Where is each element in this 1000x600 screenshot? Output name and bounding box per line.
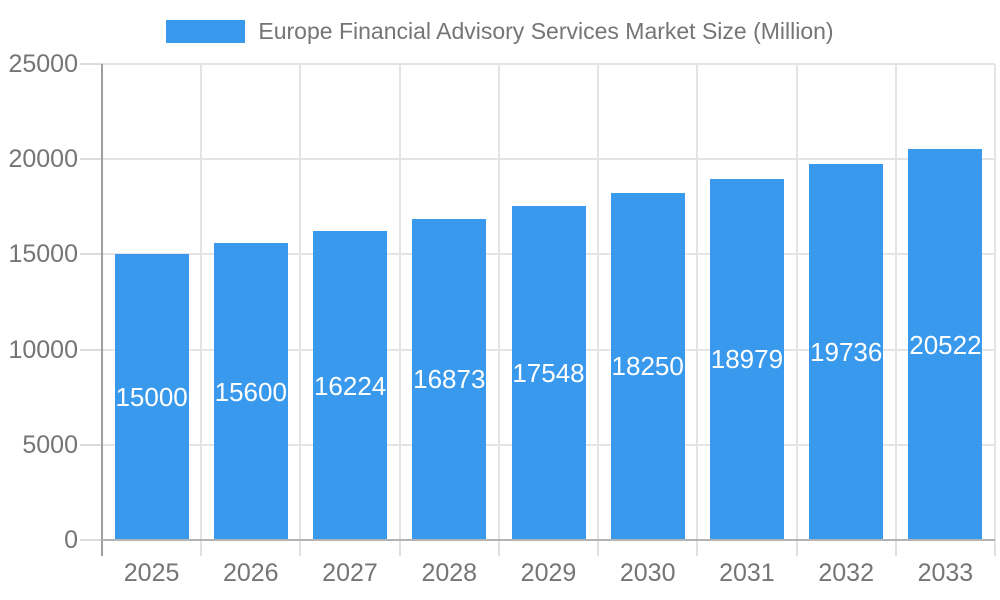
gridline-vertical bbox=[497, 64, 500, 540]
bar-value-label: 20522 bbox=[909, 329, 982, 360]
legend-swatch[interactable] bbox=[166, 20, 246, 43]
y-axis-label: 5000 bbox=[22, 430, 78, 459]
x-axis-label: 2029 bbox=[520, 559, 577, 587]
bar-value-label: 19736 bbox=[810, 337, 883, 368]
gridline-vertical bbox=[696, 64, 699, 540]
x-axis-label: 2025 bbox=[123, 559, 180, 587]
x-axis-label: 2027 bbox=[322, 559, 378, 587]
y-axis-label: 25000 bbox=[8, 50, 78, 78]
x-axis-tick bbox=[200, 540, 203, 556]
x-axis-tick bbox=[398, 540, 401, 556]
y-axis-tick bbox=[80, 539, 102, 541]
bar-value-label: 18979 bbox=[710, 344, 784, 375]
x-axis-line bbox=[102, 539, 995, 541]
bar-2029[interactable] bbox=[511, 205, 586, 540]
x-axis-tick bbox=[994, 540, 996, 556]
bar-2033[interactable] bbox=[908, 149, 983, 540]
x-axis-tick bbox=[894, 540, 897, 556]
x-axis-label: 2031 bbox=[719, 559, 775, 587]
y-axis-label: 15000 bbox=[8, 240, 78, 269]
bar-value-label: 17548 bbox=[512, 357, 585, 388]
x-axis-tick bbox=[299, 540, 302, 556]
gridline-vertical bbox=[200, 64, 203, 540]
gridline-vertical bbox=[597, 64, 600, 540]
gridline-vertical bbox=[299, 64, 302, 540]
x-axis-label: 2032 bbox=[818, 559, 874, 587]
y-axis-label: 10000 bbox=[8, 335, 78, 364]
bar-value-label: 15000 bbox=[115, 382, 188, 413]
y-axis-label: 0 bbox=[64, 526, 78, 554]
y-axis-line bbox=[101, 64, 103, 556]
y-axis-tick bbox=[80, 253, 102, 256]
x-axis-label: 2026 bbox=[222, 559, 279, 587]
x-axis-label: 2030 bbox=[619, 559, 676, 587]
x-axis-tick bbox=[497, 540, 500, 556]
gridline-horizontal bbox=[102, 158, 995, 161]
y-axis-tick bbox=[80, 348, 102, 351]
bar-2027[interactable] bbox=[313, 231, 388, 540]
gridline-vertical bbox=[795, 64, 798, 540]
gridline-vertical bbox=[994, 64, 996, 540]
y-axis-tick bbox=[80, 63, 102, 65]
bar-2032[interactable] bbox=[809, 164, 884, 540]
bar-value-label: 18250 bbox=[611, 351, 684, 382]
bar-2026[interactable] bbox=[213, 243, 288, 540]
gridline-horizontal bbox=[102, 63, 995, 65]
bar-2028[interactable] bbox=[412, 218, 487, 540]
bar-value-label: 15600 bbox=[214, 376, 287, 407]
legend-label: Europe Financial Advisory Services Marke… bbox=[258, 18, 834, 44]
bar-2030[interactable] bbox=[610, 192, 685, 540]
chart-legend[interactable]: Europe Financial Advisory Services Marke… bbox=[0, 18, 1000, 45]
x-axis-tick bbox=[597, 540, 600, 556]
x-axis-label: 2033 bbox=[917, 559, 974, 587]
y-axis-tick bbox=[80, 443, 102, 446]
bar-2025[interactable] bbox=[114, 254, 189, 540]
x-axis-tick bbox=[696, 540, 699, 556]
bar-value-label: 16873 bbox=[413, 364, 486, 395]
y-axis-label: 20000 bbox=[8, 145, 78, 174]
gridline-vertical bbox=[894, 64, 897, 540]
bar-2031[interactable] bbox=[709, 178, 784, 540]
bar-value-label: 16224 bbox=[313, 370, 387, 401]
y-axis-tick bbox=[80, 158, 102, 161]
x-axis-label: 2028 bbox=[421, 559, 478, 587]
x-axis-tick bbox=[795, 540, 798, 556]
gridline-vertical bbox=[398, 64, 401, 540]
